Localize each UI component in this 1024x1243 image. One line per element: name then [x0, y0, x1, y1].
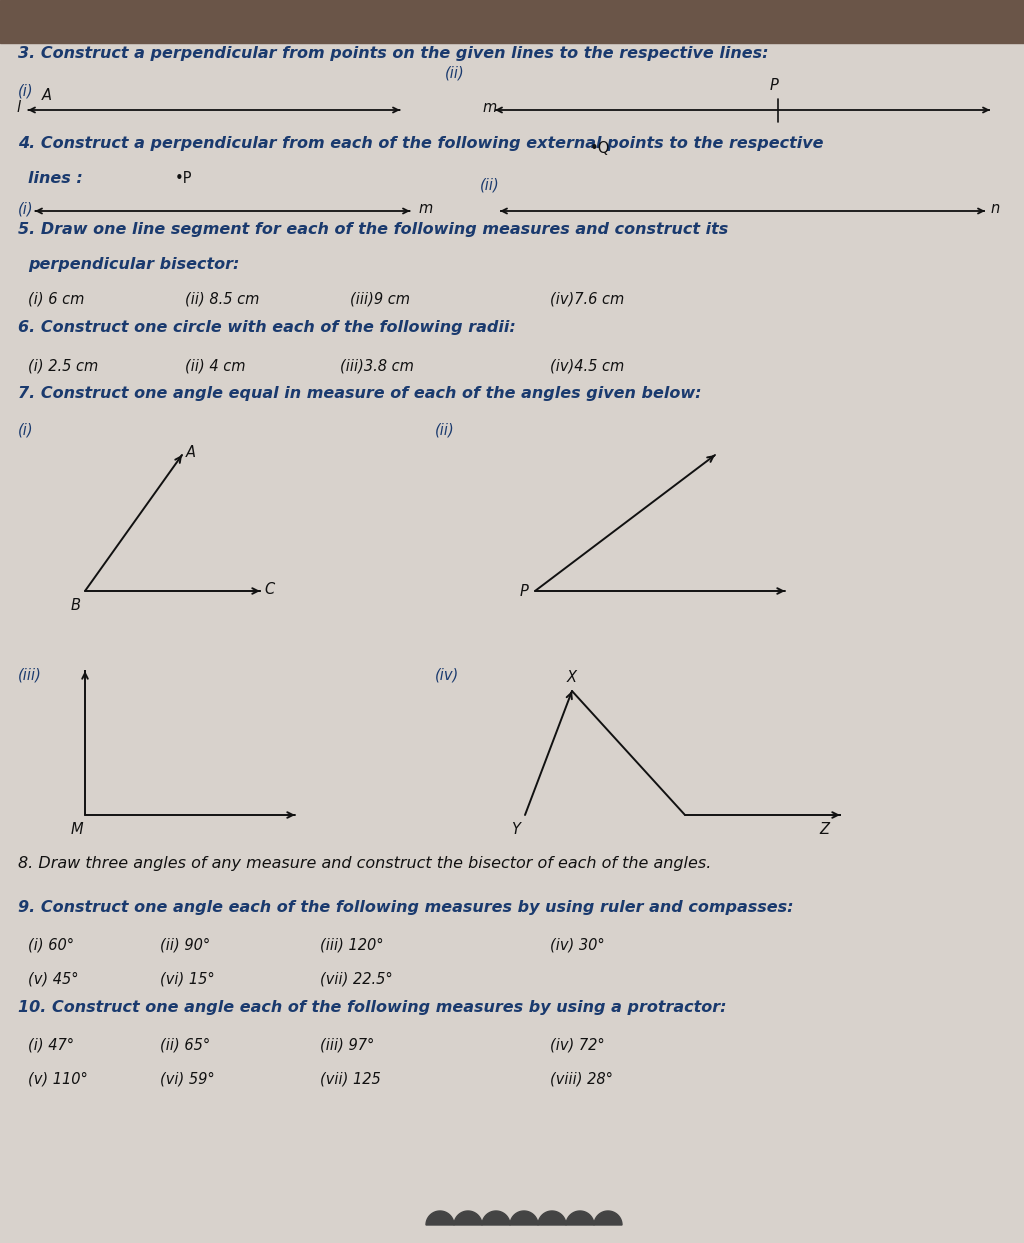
Text: (iii)9 cm: (iii)9 cm [350, 292, 410, 307]
Text: (ii): (ii) [445, 65, 465, 80]
Polygon shape [482, 1211, 510, 1226]
Text: Z: Z [819, 822, 829, 837]
Text: (i): (i) [18, 201, 34, 216]
Text: A: A [42, 88, 52, 103]
Text: (i): (i) [18, 83, 34, 98]
Polygon shape [566, 1211, 594, 1226]
Text: 5. Draw one line segment for each of the following measures and construct its: 5. Draw one line segment for each of the… [18, 222, 728, 237]
Text: M: M [71, 822, 84, 837]
Text: (ii) 8.5 cm: (ii) 8.5 cm [185, 292, 259, 307]
Text: (iv): (iv) [435, 667, 459, 682]
Text: (i) 2.5 cm: (i) 2.5 cm [28, 358, 98, 373]
Polygon shape [454, 1211, 482, 1226]
Text: 4. Construct a perpendicular from each of the following external points to the r: 4. Construct a perpendicular from each o… [18, 135, 823, 150]
Text: perpendicular bisector:: perpendicular bisector: [28, 257, 240, 272]
Polygon shape [510, 1211, 538, 1226]
Text: C: C [264, 582, 274, 597]
Text: (iii) 97°: (iii) 97° [319, 1038, 375, 1053]
Text: A: A [186, 445, 196, 460]
Bar [0, 0, 1024, 44]
Text: (iii)3.8 cm: (iii)3.8 cm [340, 358, 414, 373]
Text: lines :: lines : [28, 172, 83, 186]
Text: •Q: •Q [590, 140, 610, 157]
Text: 9. Construct one angle each of the following measures by using ruler and compass: 9. Construct one angle each of the follo… [18, 900, 794, 915]
Text: (ii) 4 cm: (ii) 4 cm [185, 358, 246, 373]
Text: 6. Construct one circle with each of the following radii:: 6. Construct one circle with each of the… [18, 319, 516, 336]
Text: n: n [990, 201, 999, 216]
Text: (ii) 90°: (ii) 90° [160, 938, 210, 953]
Text: 7. Construct one angle equal in measure of each of the angles given below:: 7. Construct one angle equal in measure … [18, 387, 701, 401]
Text: (i) 6 cm: (i) 6 cm [28, 292, 84, 307]
Text: (vi) 59°: (vi) 59° [160, 1071, 215, 1086]
Text: •P: •P [175, 172, 193, 186]
Text: X: X [567, 670, 577, 685]
Text: (iv) 72°: (iv) 72° [550, 1038, 605, 1053]
Polygon shape [538, 1211, 566, 1226]
Text: m: m [482, 99, 497, 116]
Text: (v) 45°: (v) 45° [28, 972, 79, 987]
Text: (vii) 22.5°: (vii) 22.5° [319, 972, 393, 987]
Text: 8. Draw three angles of any measure and construct the bisector of each of the an: 8. Draw three angles of any measure and … [18, 856, 712, 871]
Text: P: P [520, 584, 528, 599]
Text: (iii) 120°: (iii) 120° [319, 938, 384, 953]
Text: (ii): (ii) [480, 178, 500, 193]
Text: P: P [770, 78, 779, 93]
Text: (viii) 28°: (viii) 28° [550, 1071, 613, 1086]
Text: m: m [418, 201, 432, 216]
Text: (v) 110°: (v) 110° [28, 1071, 88, 1086]
Text: 10. Construct one angle each of the following measures by using a protractor:: 10. Construct one angle each of the foll… [18, 1001, 726, 1016]
Text: 3. Construct a perpendicular from points on the given lines to the respective li: 3. Construct a perpendicular from points… [18, 46, 768, 61]
Text: (iv) 30°: (iv) 30° [550, 938, 605, 953]
Text: (i) 47°: (i) 47° [28, 1038, 74, 1053]
Polygon shape [426, 1211, 454, 1226]
Text: (i) 60°: (i) 60° [28, 938, 74, 953]
Text: (iv)7.6 cm: (iv)7.6 cm [550, 292, 625, 307]
Text: (ii): (ii) [435, 423, 455, 438]
Text: (ii) 65°: (ii) 65° [160, 1038, 210, 1053]
Text: l: l [16, 99, 20, 116]
Text: B: B [71, 598, 81, 613]
Text: (iii): (iii) [18, 667, 42, 682]
Text: Y: Y [511, 822, 520, 837]
Text: (vi) 15°: (vi) 15° [160, 972, 215, 987]
Text: (i): (i) [18, 423, 34, 438]
Polygon shape [594, 1211, 622, 1226]
Text: (vii) 125: (vii) 125 [319, 1071, 381, 1086]
Text: (iv)4.5 cm: (iv)4.5 cm [550, 358, 625, 373]
